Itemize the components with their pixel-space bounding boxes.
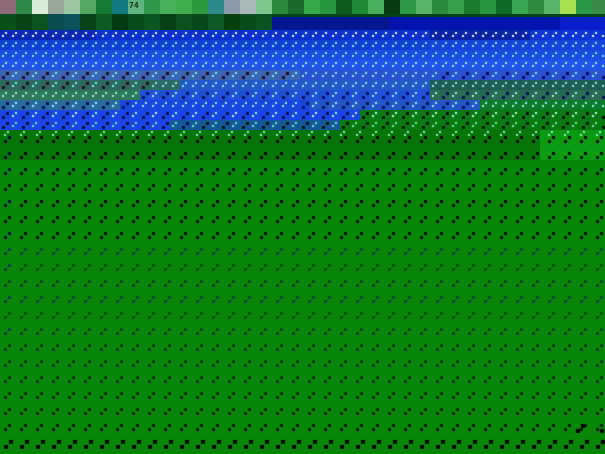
- glitch-text: 74: [129, 1, 139, 10]
